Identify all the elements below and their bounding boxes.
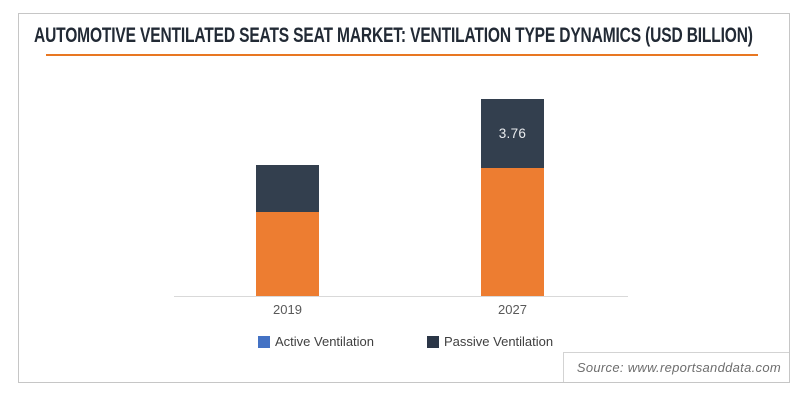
x-tick-2027: 2027: [498, 302, 527, 317]
plot-area: 3.76 2019 2027: [19, 14, 789, 382]
bar-segment-passive-2019: [256, 164, 319, 213]
bar-segment-passive-2027: 3.76: [481, 99, 544, 169]
legend-label-passive: Passive Ventilation: [444, 334, 554, 349]
legend-item-active-ventilation: Active Ventilation: [258, 334, 374, 349]
page-title: AUTOMOTIVE VENTILATED SEATS SEAT MARKET:…: [34, 24, 753, 47]
legend-label-active: Active Ventilation: [275, 334, 375, 349]
title-underline: [46, 54, 758, 56]
bar-segment-active-2027: [481, 168, 544, 297]
bar-segment-active-2019: [256, 212, 319, 297]
bar-2027: 3.76: [481, 99, 544, 297]
legend-marker-passive: [427, 335, 439, 348]
bar-2019: [256, 164, 319, 297]
x-axis-line: [174, 296, 628, 297]
source-box: Source: www.reportsanddata.com: [563, 352, 789, 382]
chart-frame: AUTOMOTIVE VENTILATED SEATS SEAT MARKET:…: [18, 13, 790, 383]
source-text: Source: www.reportsanddata.com: [576, 360, 781, 375]
legend-marker-active: [258, 335, 270, 348]
x-tick-2019: 2019: [273, 302, 302, 317]
legend-item-passive-ventilation: Passive Ventilation: [427, 334, 553, 349]
data-label-passive-2027: 3.76: [498, 126, 527, 142]
